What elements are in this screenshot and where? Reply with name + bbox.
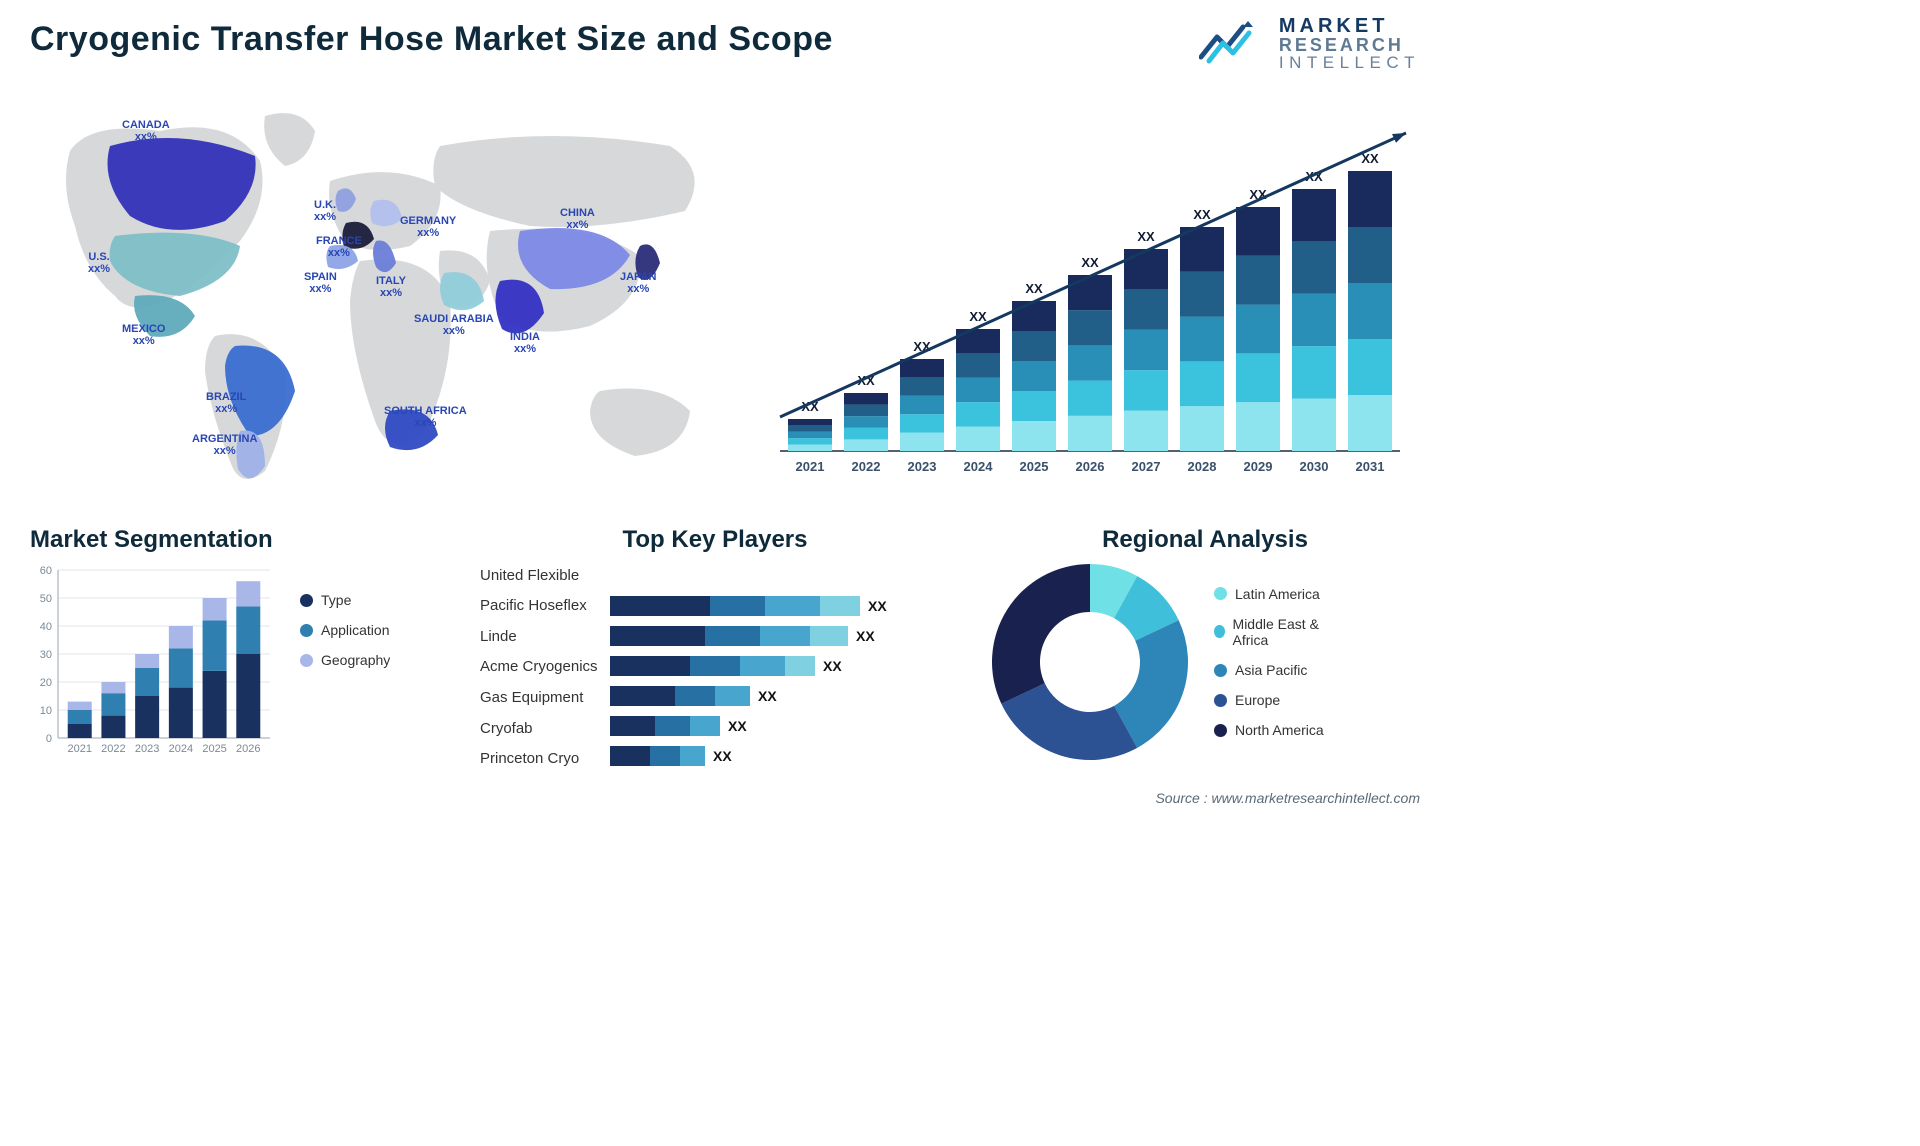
- player-label: Acme Cryogenics: [480, 654, 598, 680]
- regional-donut-chart: [990, 562, 1190, 762]
- svg-text:2022: 2022: [852, 459, 881, 474]
- segmentation-legend-item: Application: [300, 622, 390, 638]
- map-label-japan: JAPANxx%: [620, 271, 656, 295]
- brand-logo: MARKET RESEARCH INTELLECT: [1199, 16, 1420, 71]
- regional-legend-item: North America: [1214, 722, 1334, 738]
- svg-text:2025: 2025: [202, 743, 226, 755]
- svg-text:XX: XX: [1193, 207, 1211, 222]
- svg-text:XX: XX: [728, 718, 747, 734]
- svg-text:0: 0: [46, 733, 52, 745]
- map-label-spain: SPAINxx%: [304, 271, 337, 295]
- segmentation-legend: Type Application Geography: [300, 592, 390, 668]
- svg-text:XX: XX: [969, 309, 987, 324]
- logo-line1: MARKET: [1279, 16, 1420, 36]
- svg-text:2024: 2024: [964, 459, 994, 474]
- player-label: Gas Equipment: [480, 685, 598, 711]
- regional-title: Regional Analysis: [990, 526, 1420, 554]
- map-label-china: CHINAxx%: [560, 207, 595, 231]
- map-label-india: INDIAxx%: [510, 331, 540, 355]
- svg-text:2022: 2022: [101, 743, 125, 755]
- map-label-argentina: ARGENTINAxx%: [192, 433, 257, 457]
- svg-text:2021: 2021: [796, 459, 825, 474]
- regional-panel: Regional Analysis Latin America Middle Ea…: [990, 526, 1420, 762]
- svg-text:2025: 2025: [1020, 459, 1049, 474]
- source-text: Source : www.marketresearchintellect.com: [30, 790, 1420, 806]
- logo-mark-icon: [1199, 21, 1269, 67]
- svg-text:XX: XX: [1081, 255, 1099, 270]
- regional-legend: Latin America Middle East & Africa Asia Pa…: [1214, 586, 1334, 739]
- regional-legend-item: Latin America: [1214, 586, 1334, 602]
- map-label-france: FRANCExx%: [316, 235, 362, 259]
- player-label: United Flexible: [480, 562, 598, 588]
- svg-text:40: 40: [40, 621, 52, 633]
- svg-text:2029: 2029: [1244, 459, 1273, 474]
- regional-legend-item: Asia Pacific: [1214, 662, 1334, 678]
- svg-text:20: 20: [40, 677, 52, 689]
- svg-text:XX: XX: [856, 628, 875, 644]
- svg-text:2030: 2030: [1300, 459, 1329, 474]
- map-label-mexico: MEXICOxx%: [122, 323, 165, 347]
- map-label-u-s-: U.S.xx%: [88, 251, 110, 275]
- map-label-germany: GERMANYxx%: [400, 215, 456, 239]
- page-title: Cryogenic Transfer Hose Market Size and …: [30, 20, 833, 59]
- map-label-italy: ITALYxx%: [376, 275, 406, 299]
- svg-text:XX: XX: [713, 748, 732, 764]
- player-label: Pacific Hoseflex: [480, 593, 598, 619]
- svg-text:2023: 2023: [908, 459, 937, 474]
- svg-text:50: 50: [40, 593, 52, 605]
- map-label-brazil: BRAZILxx%: [206, 391, 246, 415]
- world-map: CANADAxx% U.S.xx% MEXICOxx% BRAZILxx% ARGENT…: [30, 91, 730, 496]
- svg-text:XX: XX: [1137, 229, 1155, 244]
- map-label-u-k-: U.K.xx%: [314, 199, 336, 223]
- segmentation-title: Market Segmentation: [30, 526, 440, 554]
- svg-text:XX: XX: [758, 688, 777, 704]
- regional-legend-item: Middle East & Africa: [1214, 616, 1334, 648]
- svg-text:2028: 2028: [1188, 459, 1217, 474]
- svg-text:2024: 2024: [169, 743, 193, 755]
- svg-text:XX: XX: [823, 658, 842, 674]
- svg-text:30: 30: [40, 649, 52, 661]
- growth-bar-chart: XX2021XX2022XX2023XX2024XX2025XX2026XX20…: [760, 131, 1420, 496]
- map-label-canada: CANADAxx%: [122, 119, 170, 143]
- logo-line2: RESEARCH: [1279, 36, 1420, 54]
- segmentation-legend-item: Type: [300, 592, 390, 608]
- player-label: Princeton Cryo: [480, 746, 598, 772]
- svg-text:XX: XX: [868, 598, 887, 614]
- player-label: Cryofab: [480, 715, 598, 741]
- players-labels: United Flexible Pacific Hoseflex Linde Acme…: [480, 562, 598, 772]
- segmentation-legend-item: Geography: [300, 652, 390, 668]
- svg-text:10: 10: [40, 705, 52, 717]
- logo-line3: INTELLECT: [1279, 54, 1420, 71]
- player-label: Linde: [480, 623, 598, 649]
- map-label-saudi-arabia: SAUDI ARABIAxx%: [414, 313, 494, 337]
- svg-text:2027: 2027: [1132, 459, 1161, 474]
- regional-legend-item: Europe: [1214, 692, 1334, 708]
- map-label-south-africa: SOUTH AFRICAxx%: [384, 405, 467, 429]
- svg-text:2026: 2026: [1076, 459, 1105, 474]
- svg-text:2026: 2026: [236, 743, 260, 755]
- players-panel: Top Key Players United Flexible Pacific H…: [480, 526, 950, 772]
- svg-text:2021: 2021: [67, 743, 91, 755]
- players-title: Top Key Players: [480, 526, 950, 554]
- players-chart: XX XX XX XX XX XX: [610, 562, 900, 772]
- segmentation-chart: 0 10 20 30 40 50 60 2021 2022 2023 2024 2025 2026: [30, 562, 280, 762]
- svg-text:60: 60: [40, 565, 52, 577]
- segmentation-panel: Market Segmentation 0 10 20 30 40 50 60 2021 202…: [30, 526, 440, 762]
- svg-text:2023: 2023: [135, 743, 159, 755]
- svg-text:XX: XX: [1025, 281, 1043, 296]
- svg-text:2031: 2031: [1356, 459, 1385, 474]
